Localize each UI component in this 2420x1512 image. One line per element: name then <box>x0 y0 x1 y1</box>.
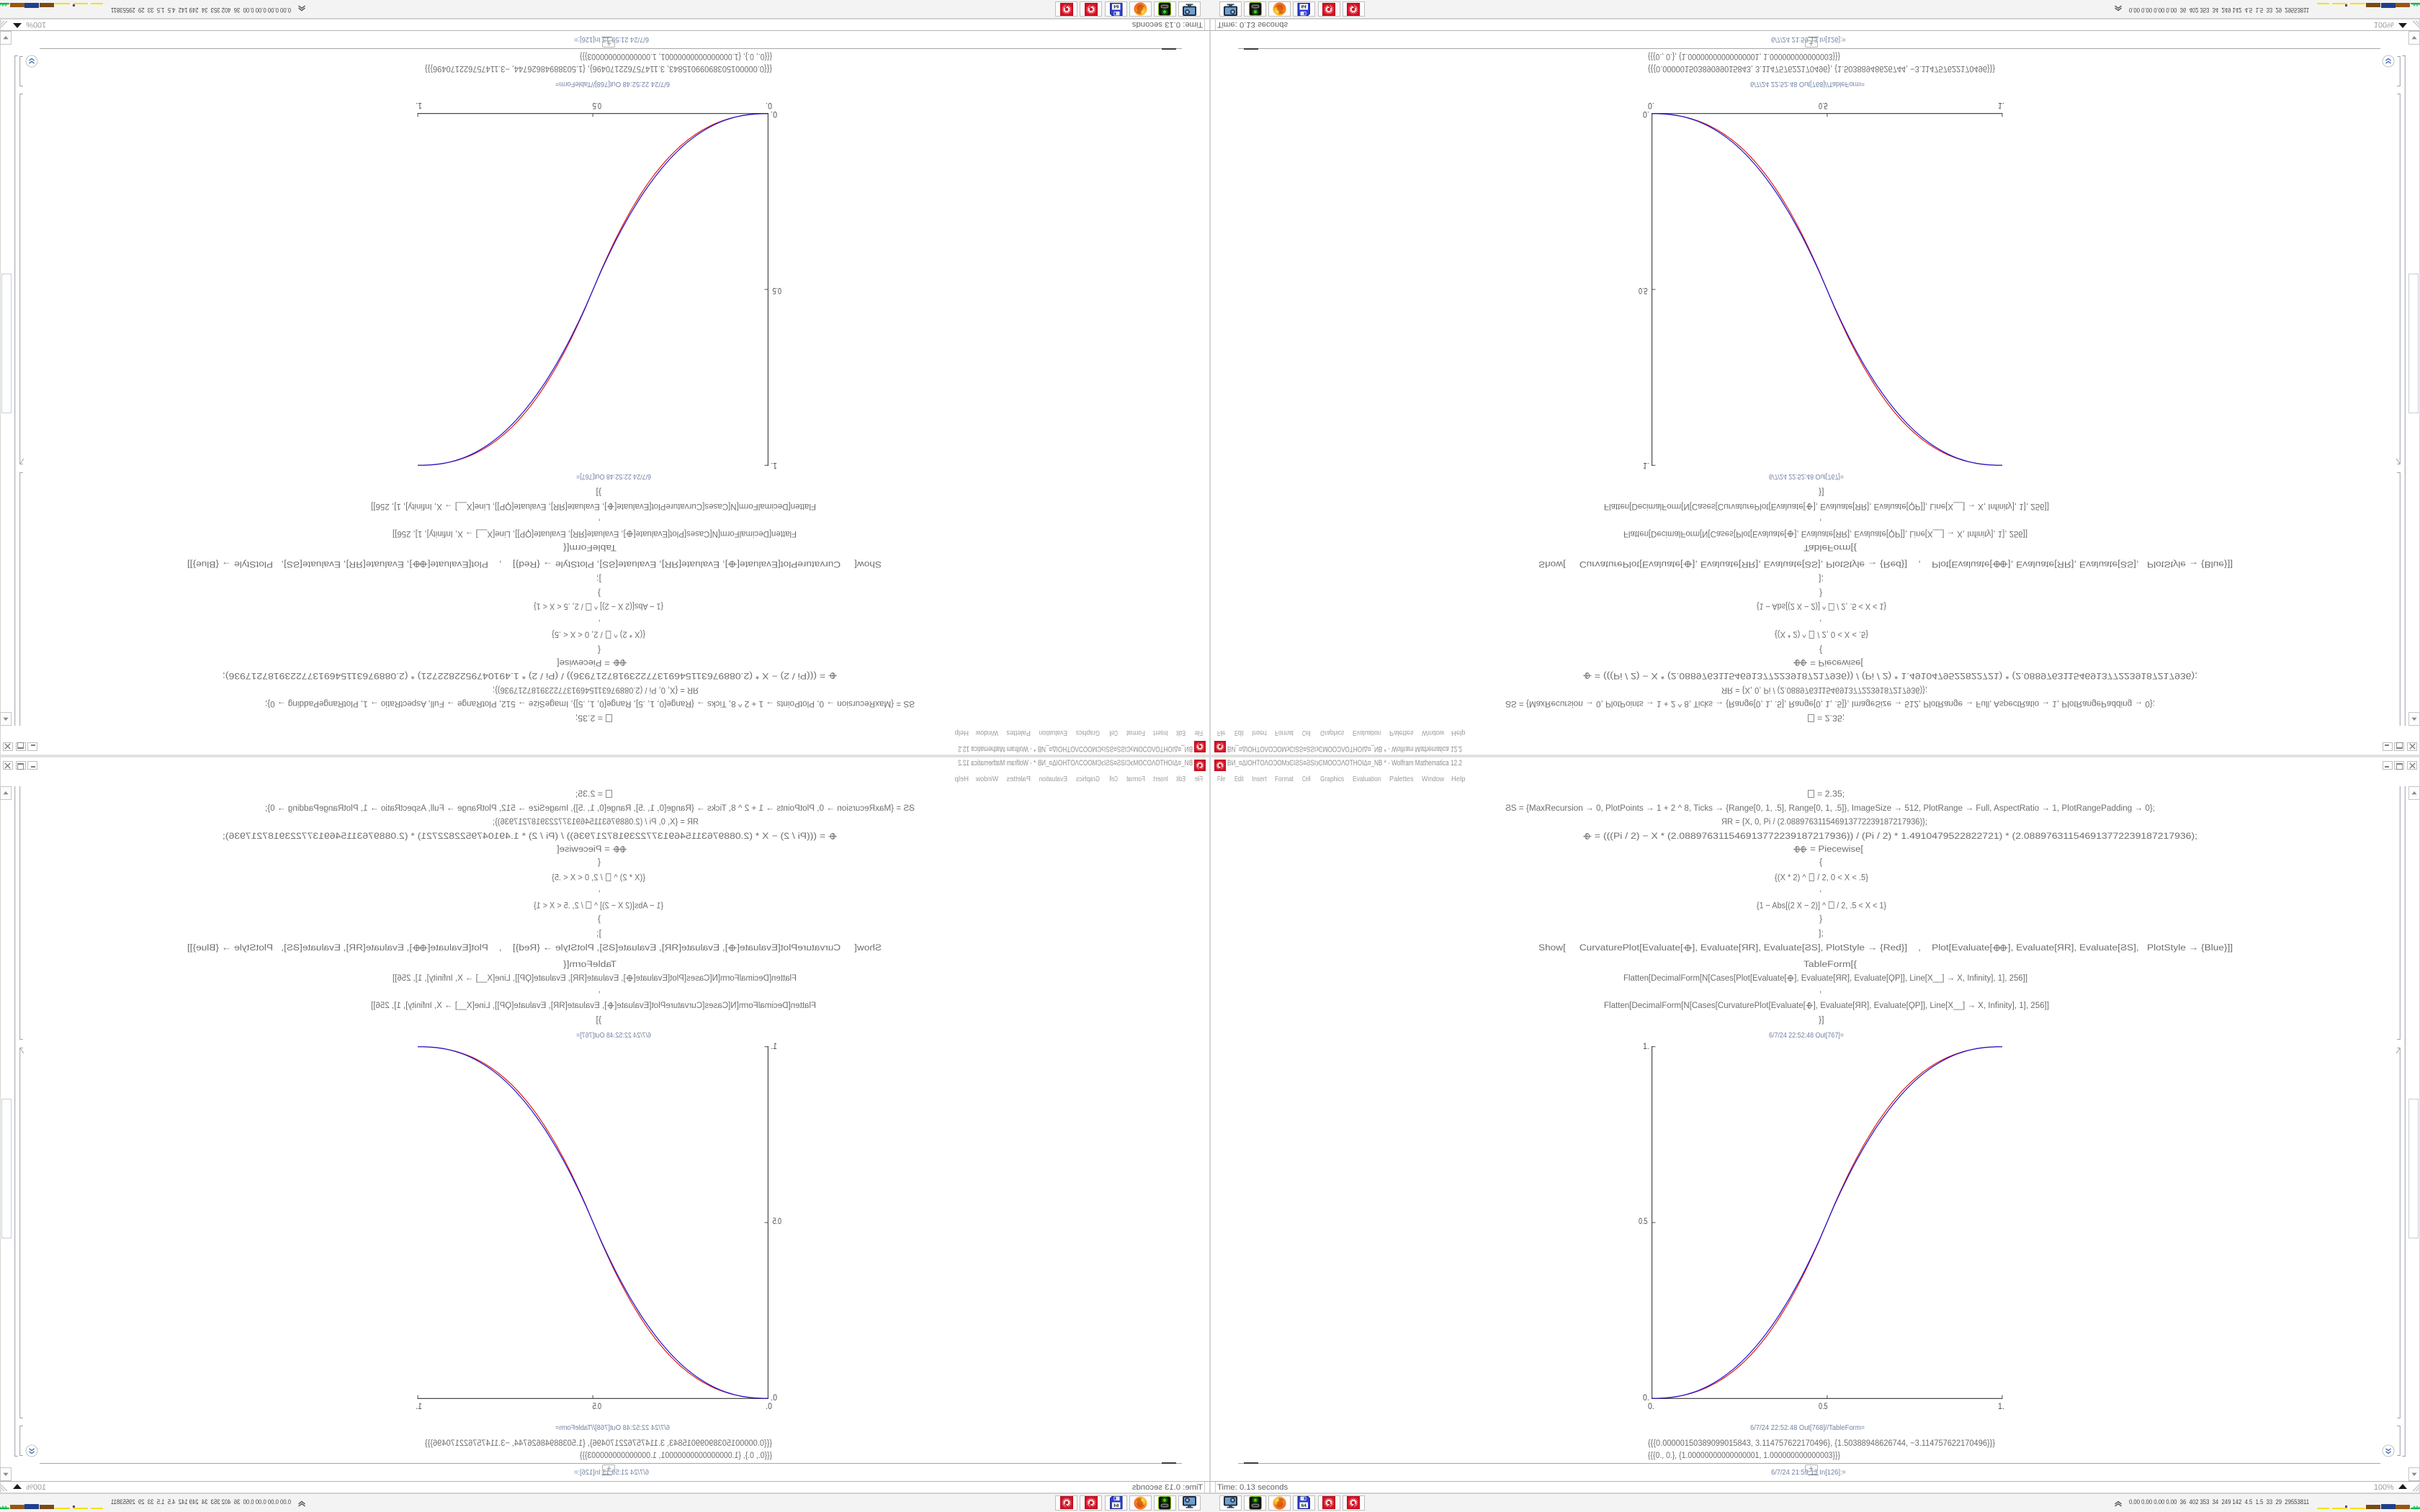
svg-text:64: 64 <box>1301 1503 1307 1508</box>
svg-text:64: 64 <box>1301 4 1307 9</box>
svg-text:64: 64 <box>1113 4 1119 9</box>
svg-text:64: 64 <box>1113 1503 1119 1508</box>
